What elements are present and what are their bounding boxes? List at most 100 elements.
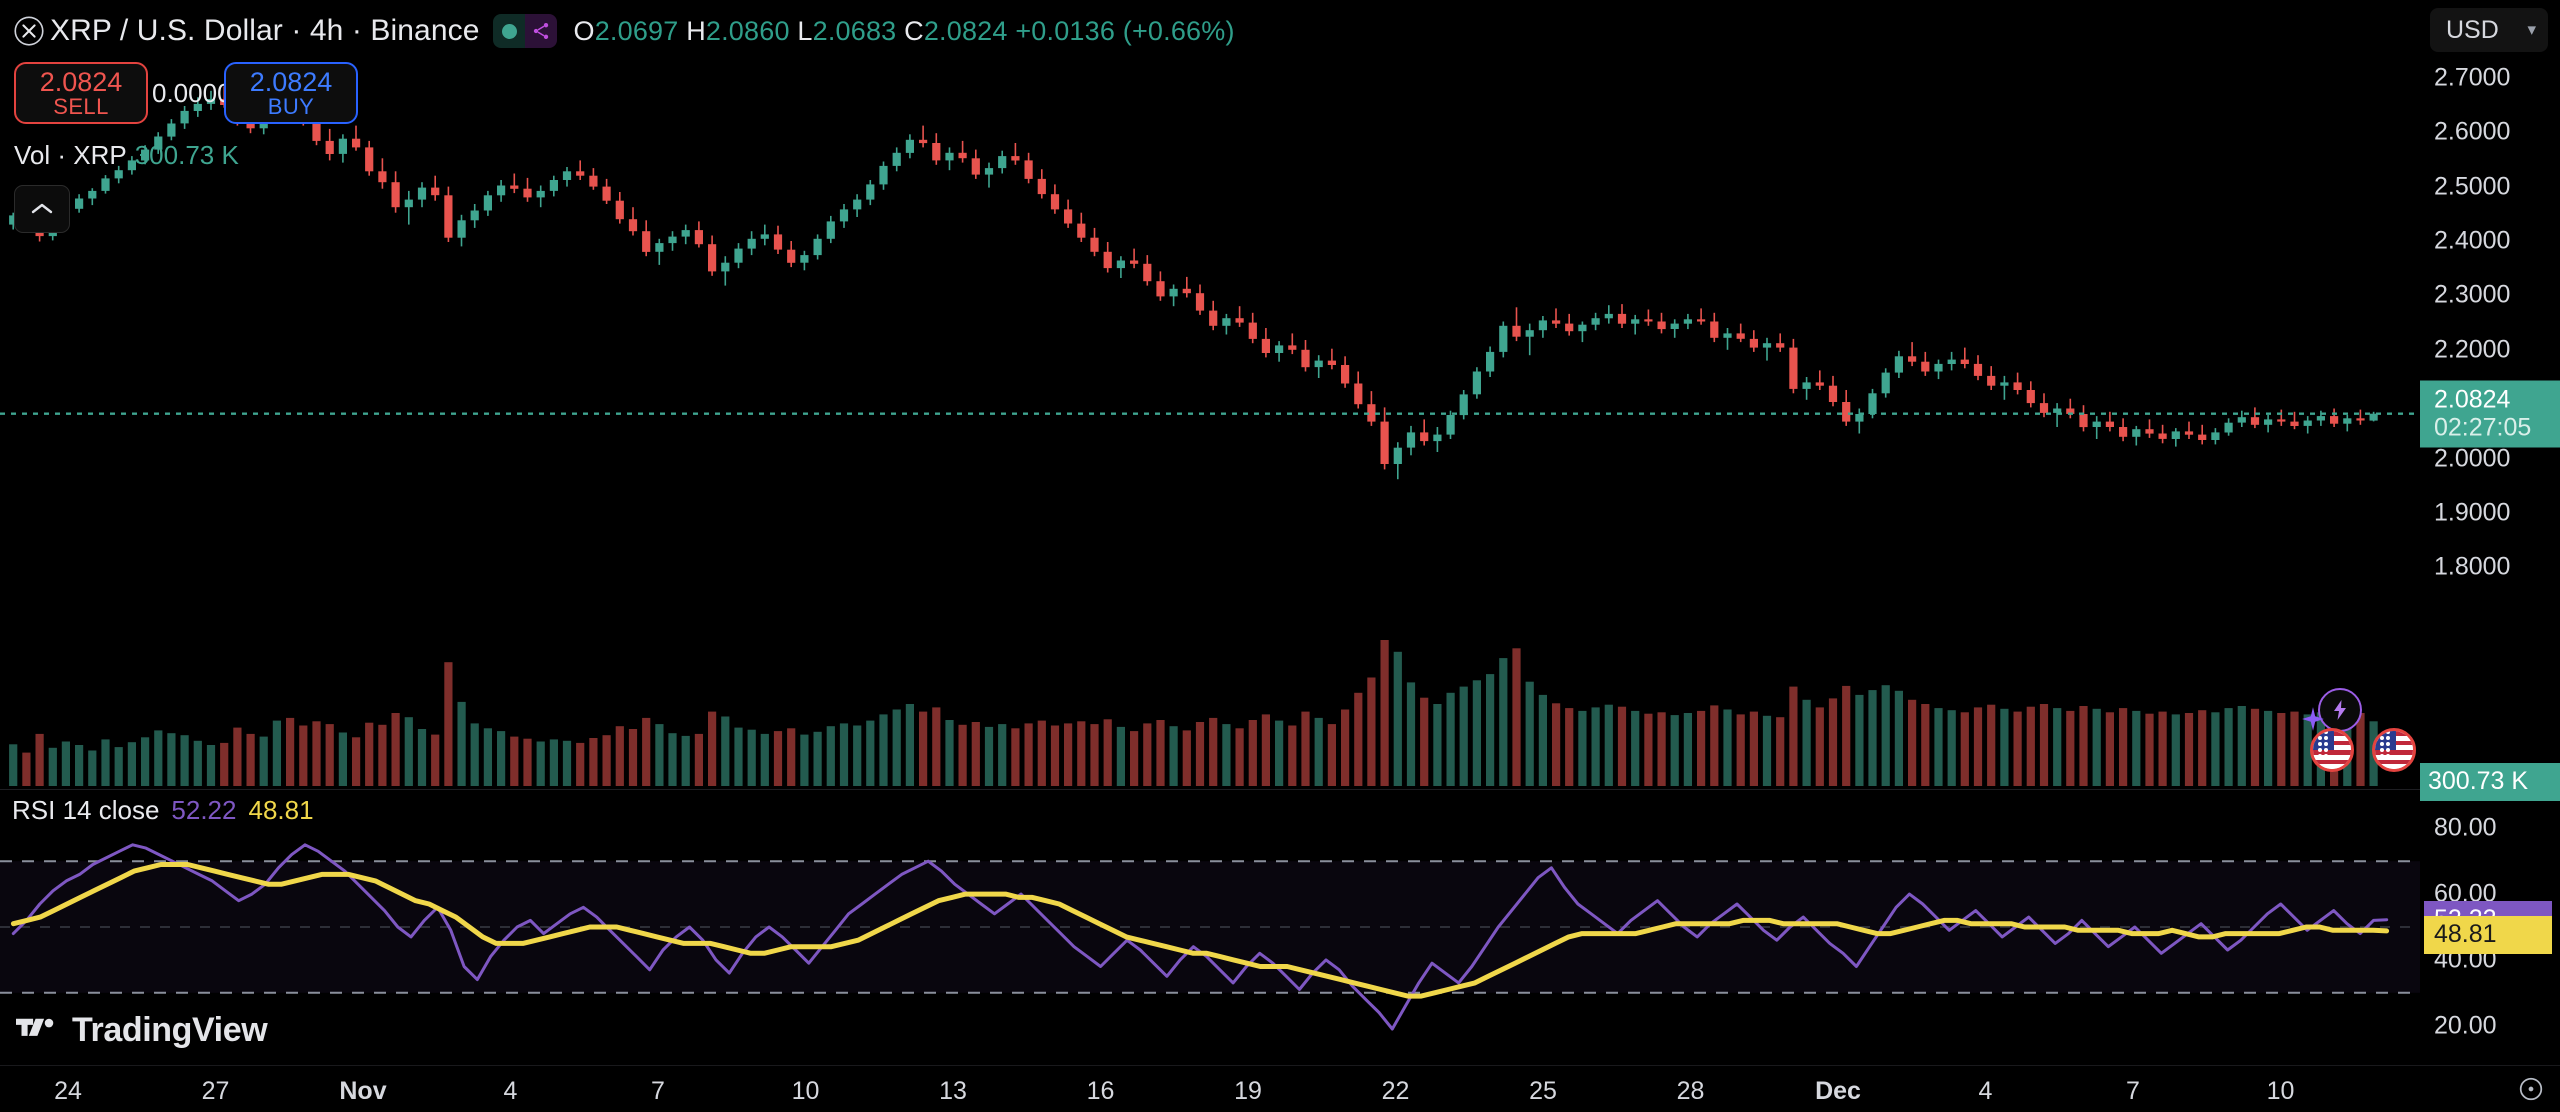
- candle-body: [523, 188, 532, 198]
- candle-body: [1749, 338, 1758, 348]
- volume-bar: [1604, 704, 1613, 786]
- candle-body: [1565, 323, 1574, 332]
- time-axis-label: 10: [791, 1077, 820, 1105]
- volume-bar: [2158, 711, 2167, 786]
- candle-body: [2079, 414, 2088, 428]
- candle-body: [1169, 288, 1178, 297]
- sell-button[interactable]: 2.0824 SELL: [14, 62, 148, 124]
- clock-icon[interactable]: [2518, 1076, 2544, 1102]
- source-badges: [493, 14, 558, 48]
- volume-bar: [1077, 721, 1086, 786]
- volume-bar: [2039, 704, 2049, 786]
- volume-bar: [483, 728, 492, 786]
- volume-bar: [602, 735, 611, 786]
- candle-body: [549, 180, 558, 191]
- candle-body: [1380, 421, 1389, 464]
- pane-separator[interactable]: [0, 789, 2560, 790]
- time-axis-label: 7: [2126, 1077, 2140, 1105]
- volume-legend[interactable]: Vol · XRP 300.73 K: [14, 140, 239, 171]
- volume-bar: [1090, 724, 1099, 786]
- price-chart-pane[interactable]: [0, 0, 2420, 790]
- candle-body: [919, 139, 928, 144]
- candle-body: [1855, 414, 1864, 422]
- candle-body: [2250, 417, 2260, 425]
- us-flag-event-marker-1[interactable]: [2310, 728, 2354, 772]
- time-axis-label: 16: [1086, 1077, 1115, 1105]
- volume-bar: [193, 740, 202, 786]
- price-chart-canvas: [0, 77, 2420, 786]
- price-axis-label: 2.0000: [2434, 444, 2511, 473]
- volume-bar: [1710, 705, 1719, 786]
- volume-bar: [470, 723, 479, 786]
- volume-bar: [1960, 712, 1969, 786]
- candle-body: [1921, 361, 1930, 372]
- current-price-value: 2.0824: [2434, 385, 2511, 414]
- price-axis[interactable]: 2.70002.60002.50002.40002.30002.20002.10…: [2420, 56, 2560, 801]
- currency-selector[interactable]: USD ▾: [2430, 8, 2548, 52]
- volume-bar: [1973, 707, 1983, 786]
- volume-bar: [299, 725, 308, 786]
- candle-body: [971, 158, 980, 175]
- volume-bar: [1802, 699, 1811, 786]
- price-axis-label: 1.9000: [2434, 498, 2511, 527]
- candle-body: [2343, 418, 2352, 424]
- candle-body: [483, 195, 492, 211]
- rsi-chart-canvas: [0, 843, 2420, 1031]
- candle-body: [694, 230, 703, 245]
- candle-body: [905, 139, 914, 153]
- symbol-title[interactable]: XRP / U.S. Dollar · 4h · Binance: [50, 14, 480, 47]
- volume-bar: [1631, 710, 1640, 786]
- share-nodes-icon[interactable]: [525, 14, 558, 48]
- candle-body: [1815, 382, 1824, 386]
- volume-bar: [1301, 711, 1310, 786]
- candle-body: [1657, 321, 1666, 330]
- candle-body: [1538, 320, 1547, 331]
- candle-body: [1710, 321, 1719, 338]
- volume-bar: [853, 725, 862, 786]
- volume-bar: [839, 723, 849, 786]
- rsi-pane[interactable]: [0, 790, 2420, 1065]
- rsi-axis-label: 20.00: [2434, 1011, 2497, 1040]
- candle-body: [1604, 313, 1613, 319]
- volume-bar: [510, 736, 519, 786]
- time-axis[interactable]: 24 27 Nov 4 7 10 13 16 19 22 25 28 Dec 4 7 10: [0, 1065, 2560, 1112]
- volume-bar: [892, 709, 901, 786]
- volume-bar: [655, 724, 664, 786]
- rsi-legend[interactable]: RSI 14 close 52.22 48.81: [12, 795, 314, 826]
- chevron-down-icon: ▾: [2527, 20, 2536, 39]
- candle-body: [721, 262, 730, 272]
- volume-bar: [1538, 694, 1547, 786]
- candle-body: [1156, 281, 1165, 297]
- candle-body: [879, 165, 888, 185]
- volume-bar: [2132, 710, 2141, 786]
- volume-bar: [1182, 730, 1191, 786]
- candle-body: [325, 140, 334, 154]
- tradingview-logo[interactable]: TradingView: [16, 1011, 268, 1050]
- candle-body: [1235, 318, 1244, 323]
- buy-sell-panel: 2.0824 SELL 2.0824 BUY: [14, 62, 358, 124]
- ai-lightning-marker[interactable]: [2318, 688, 2362, 732]
- candle-body: [1486, 351, 1495, 372]
- volume-bar: [721, 716, 730, 786]
- volume-bar: [1670, 715, 1679, 786]
- time-axis-label: 19: [1234, 1077, 1262, 1105]
- volume-bar: [681, 735, 690, 786]
- circle-icon[interactable]: [493, 14, 526, 48]
- volume-bar: [2105, 712, 2114, 786]
- chevron-up-icon: [31, 203, 53, 214]
- close-icon[interactable]: [14, 16, 44, 46]
- collapse-pane-button[interactable]: [14, 185, 70, 233]
- volume-legend-value: 300.73 K: [134, 140, 239, 170]
- volume-bar: [1749, 711, 1758, 786]
- candle-body: [75, 198, 84, 209]
- sell-price: 2.0824: [39, 66, 123, 97]
- candle-body: [1393, 447, 1402, 464]
- buy-button[interactable]: 2.0824 BUY: [224, 62, 358, 124]
- volume-bar: [1828, 698, 1838, 786]
- candle-body: [1776, 343, 1785, 348]
- volume-bar: [879, 714, 888, 786]
- candle-body: [1222, 318, 1231, 326]
- us-flag-event-marker-2[interactable]: [2372, 728, 2416, 772]
